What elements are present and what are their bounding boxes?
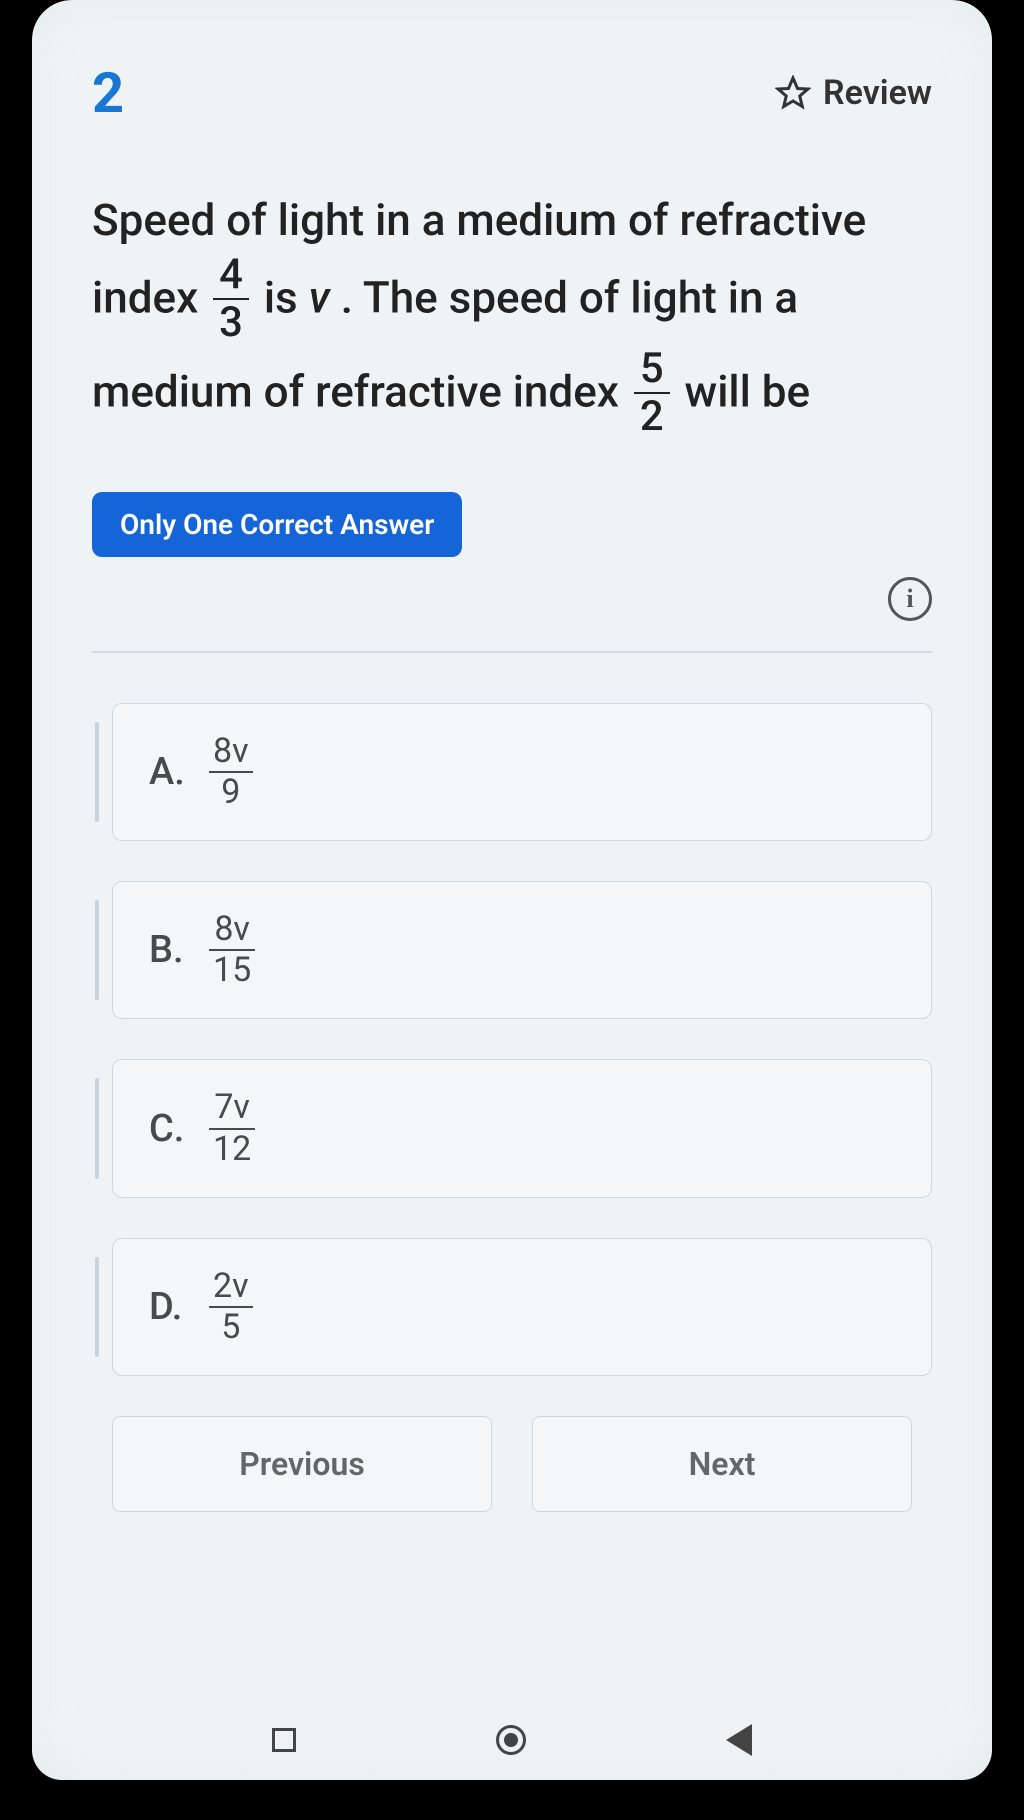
option-a[interactable]: A. 8v 9 [112, 703, 932, 841]
app-screen: 2 Review Speed of light in a medium of r… [32, 0, 992, 1780]
option-d[interactable]: D. 2v 5 [112, 1238, 932, 1376]
option-fraction: 7v 12 [209, 1088, 255, 1168]
system-nav-bar [32, 1724, 992, 1756]
info-icon[interactable]: i [888, 577, 932, 621]
question-text: Speed of light in a medium of refractive… [92, 186, 932, 442]
q-text-4: will be [685, 366, 811, 418]
option-b[interactable]: B. 8v 15 [112, 881, 932, 1019]
option-letter: A. [149, 750, 209, 794]
answer-type-badge: Only One Correct Answer [92, 492, 462, 557]
q-text-2: is [264, 272, 309, 324]
divider [92, 651, 932, 653]
option-fraction: 2v 5 [209, 1267, 253, 1347]
nav-row: Previous Next [92, 1416, 932, 1512]
star-icon [775, 75, 811, 111]
option-letter: D. [149, 1285, 209, 1329]
question-number: 2 [92, 60, 124, 126]
option-letter: C. [149, 1107, 209, 1151]
header-row: 2 Review [92, 60, 932, 126]
info-row: i [92, 577, 932, 621]
next-button[interactable]: Next [532, 1416, 912, 1512]
recent-apps-icon[interactable] [272, 1728, 296, 1752]
back-icon[interactable] [726, 1724, 752, 1756]
variable-v: v [309, 272, 330, 324]
options-list: A. 8v 9 B. 8v 15 C. 7v 12 [92, 703, 932, 1376]
option-c[interactable]: C. 7v 12 [112, 1059, 932, 1197]
review-label: Review [823, 73, 932, 113]
option-fraction: 8v 15 [209, 910, 255, 990]
home-icon[interactable] [496, 1725, 526, 1755]
review-button[interactable]: Review [775, 73, 932, 113]
fraction-5-2: 5 2 [634, 346, 670, 440]
option-letter: B. [149, 928, 209, 972]
previous-button[interactable]: Previous [112, 1416, 492, 1512]
option-fraction: 8v 9 [209, 732, 253, 812]
content-area: 2 Review Speed of light in a medium of r… [32, 0, 992, 1512]
fraction-4-3: 4 3 [213, 252, 249, 346]
